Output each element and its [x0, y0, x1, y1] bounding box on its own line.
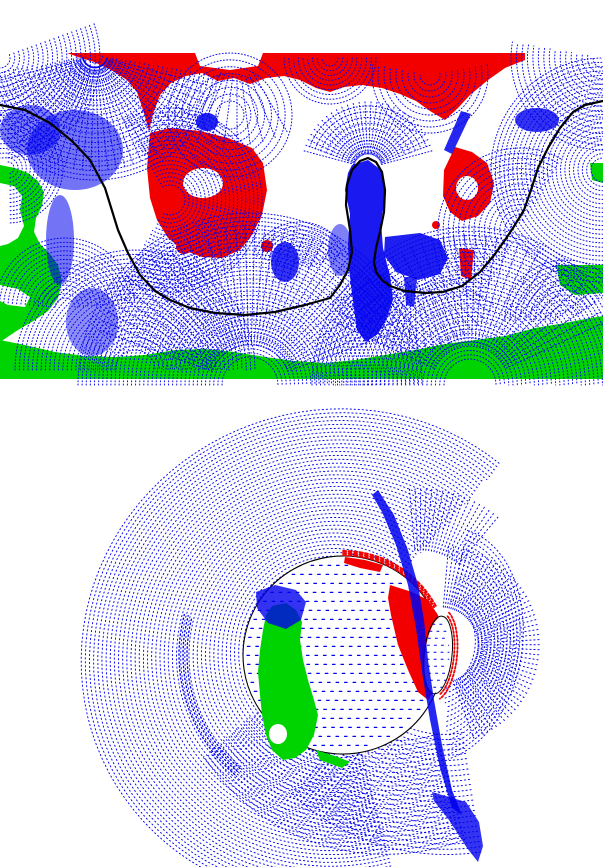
dense-blue-clump: [256, 585, 306, 629]
dense-blue-blob: [384, 233, 448, 280]
white-hole-in-green: [269, 724, 287, 744]
dense-blue-patch: [328, 224, 352, 276]
fieldline-arcs: [505, 260, 603, 320]
dense-blue-patch: [66, 288, 118, 356]
fold-arc: [179, 615, 240, 775]
fieldline-arcs: [284, 58, 376, 104]
red-rim-streak: [344, 557, 383, 572]
fieldline-arcs: [438, 148, 561, 301]
green-right-sliver: [590, 163, 603, 183]
fieldline-arcs: [491, 58, 603, 282]
fieldline-rays: [331, 272, 496, 353]
dense-blue-patch: [0, 105, 60, 155]
white-hole-in-diamond: [456, 176, 478, 200]
dense-blue-patch: [196, 113, 218, 131]
red-island: [238, 211, 252, 223]
green-patch: [258, 603, 318, 760]
right-lobe-arcs: [444, 531, 523, 760]
fieldline-arcs: [168, 53, 292, 177]
fieldline-arcs: [124, 108, 262, 292]
white-hole-in-green: [0, 285, 30, 307]
dense-blue-cusp: [432, 792, 483, 862]
red-top-band: [67, 53, 525, 131]
white-hole-in-blob: [183, 168, 223, 198]
lens-hole: [424, 617, 452, 693]
hole-sparse-dots: [247, 565, 439, 745]
green-right-patch: [556, 265, 603, 295]
red-rim-arc: [343, 551, 436, 608]
green-tail: [316, 750, 350, 768]
fieldline-arcs: [0, 24, 100, 158]
lens-sparse-dots: [427, 624, 449, 687]
fieldline-arcs: [312, 227, 603, 385]
fieldline-arcs: [253, 222, 347, 269]
red-spot: [448, 92, 456, 98]
red-island: [204, 210, 216, 220]
synoptic-map-panel: [0, 24, 603, 385]
neutral-line: [0, 101, 603, 315]
red-lens-rim: [439, 613, 457, 699]
dense-blue-flask: [345, 160, 393, 342]
red-spot: [176, 240, 192, 254]
dense-blue-patch: [515, 108, 559, 132]
dense-blue-patch: [271, 242, 299, 282]
white-notch-in-green: [0, 183, 24, 246]
dense-blue-seam: [372, 490, 462, 815]
dense-blue-patch: [46, 195, 74, 285]
fieldline-arcs: [15, 250, 255, 370]
torus-3d-panel: [81, 409, 540, 867]
fieldline-arcs: [372, 65, 488, 133]
green-bottom-band: [0, 316, 603, 379]
dense-blue-diagonal: [444, 111, 471, 154]
fieldline-rays: [302, 100, 433, 164]
fieldline-arcs: [310, 106, 427, 163]
torus-cusp-shell: [291, 705, 481, 855]
